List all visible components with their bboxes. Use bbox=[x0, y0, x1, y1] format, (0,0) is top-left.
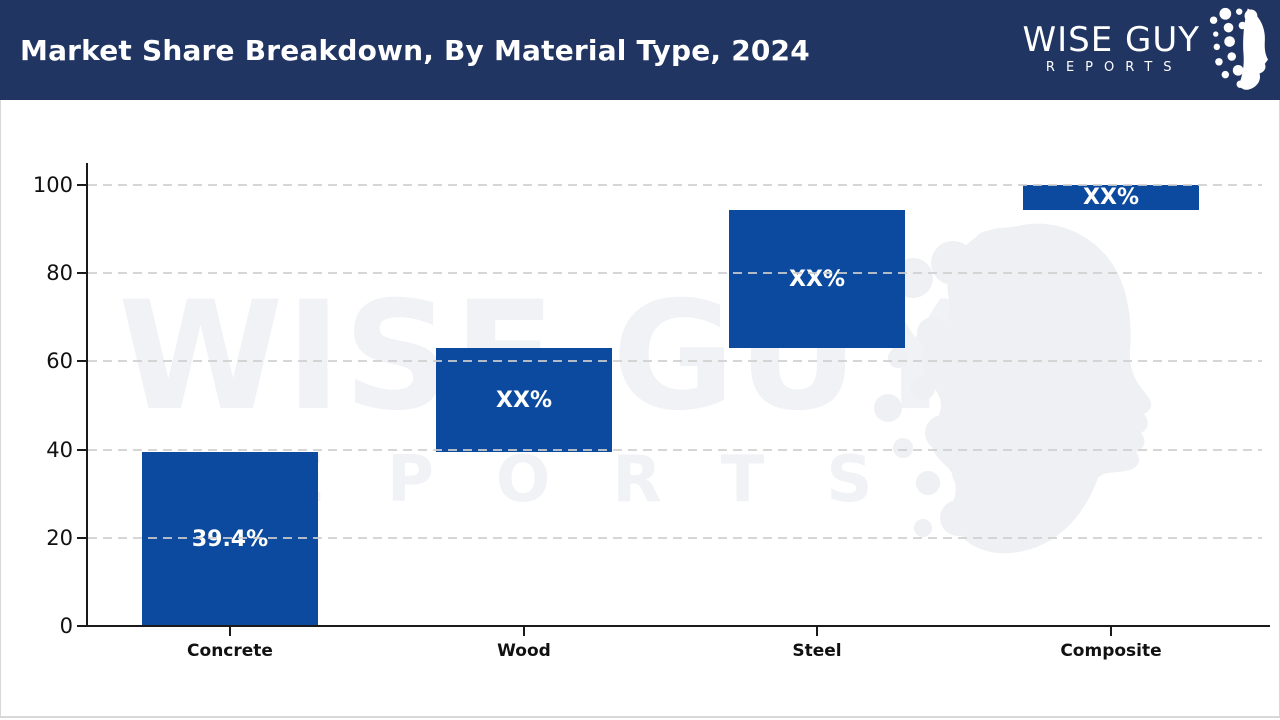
x-tick-mark bbox=[816, 627, 818, 636]
y-tick-mark bbox=[77, 360, 86, 363]
bar-concrete: 39.4% bbox=[142, 452, 318, 626]
page-title: Market Share Breakdown, By Material Type… bbox=[20, 33, 810, 67]
bar-wood: XX% bbox=[436, 348, 612, 453]
y-tick-mark bbox=[77, 625, 86, 627]
header-band: Market Share Breakdown, By Material Type… bbox=[0, 0, 1280, 100]
y-tick-label: 100 bbox=[32, 173, 73, 197]
gridline-y80 bbox=[88, 272, 1262, 275]
y-tick-label: 60 bbox=[46, 349, 73, 374]
bar-value-label: 39.4% bbox=[191, 526, 269, 552]
x-tick-mark bbox=[1110, 627, 1112, 636]
x-category-label-composite: Composite bbox=[1060, 641, 1162, 661]
bar-value-label: XX% bbox=[1083, 185, 1139, 211]
brand-subname: REPORTS bbox=[1045, 59, 1183, 75]
gridline-y100 bbox=[88, 184, 1262, 186]
brand-logo: WISE GUY REPORTS bbox=[1022, 6, 1268, 92]
brand-text: WISE GUY REPORTS bbox=[1022, 20, 1200, 75]
y-tick-mark bbox=[77, 536, 86, 539]
y-tick-mark bbox=[77, 184, 86, 186]
x-category-label-concrete: Concrete bbox=[187, 641, 273, 661]
y-tick-label: 0 bbox=[59, 614, 73, 638]
y-tick-mark bbox=[77, 272, 86, 275]
x-axis-line bbox=[86, 625, 1270, 627]
gridline-y60 bbox=[88, 360, 1262, 363]
gridline-y40 bbox=[88, 448, 1262, 451]
x-category-label-wood: Wood bbox=[497, 641, 551, 661]
bar-value-label: XX% bbox=[789, 266, 845, 292]
x-tick-mark bbox=[523, 627, 525, 636]
y-axis-line bbox=[86, 163, 88, 627]
gridline-y20 bbox=[88, 536, 1262, 539]
y-tick-label: 40 bbox=[46, 437, 73, 462]
brand-face-icon bbox=[1209, 7, 1268, 90]
bottom-border bbox=[0, 716, 1280, 718]
y-tick-mark bbox=[77, 448, 86, 451]
y-tick-label: 20 bbox=[46, 525, 73, 550]
bar-steel: XX% bbox=[729, 210, 905, 349]
watermark-face-icon bbox=[871, 223, 1152, 554]
bar-composite: XX% bbox=[1023, 185, 1199, 211]
bar-value-label: XX% bbox=[496, 387, 552, 413]
y-tick-label: 80 bbox=[46, 261, 73, 286]
brand-name: WISE GUY bbox=[1022, 20, 1200, 61]
x-tick-mark bbox=[229, 627, 231, 636]
x-category-label-steel: Steel bbox=[792, 641, 842, 661]
